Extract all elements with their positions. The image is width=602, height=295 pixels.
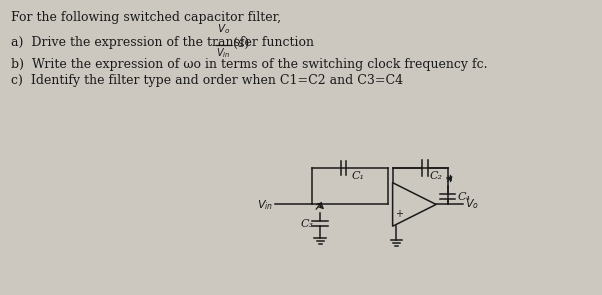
Text: $V_o$: $V_o$ — [465, 198, 479, 211]
Text: b)  Write the expression of ωo in terms of the switching clock frequency fc.: b) Write the expression of ωo in terms o… — [11, 58, 488, 71]
Text: C₂: C₂ — [430, 171, 443, 181]
Text: $V_o$: $V_o$ — [217, 22, 230, 36]
Text: +: + — [396, 209, 403, 219]
Text: $V_{in}$: $V_{in}$ — [256, 199, 273, 212]
Text: a)  Drive the expression of the transfer function: a) Drive the expression of the transfer … — [11, 36, 318, 49]
Text: (s): (s) — [233, 38, 249, 51]
Text: c)  Identify the filter type and order when C1=C2 and C3=C4: c) Identify the filter type and order wh… — [11, 74, 403, 87]
Text: $V_{in}$: $V_{in}$ — [216, 46, 230, 60]
Text: For the following switched capacitor filter,: For the following switched capacitor fil… — [11, 11, 281, 24]
Text: C₄: C₄ — [458, 191, 470, 201]
Text: C₁: C₁ — [352, 171, 365, 181]
Text: C₃: C₃ — [301, 219, 314, 229]
